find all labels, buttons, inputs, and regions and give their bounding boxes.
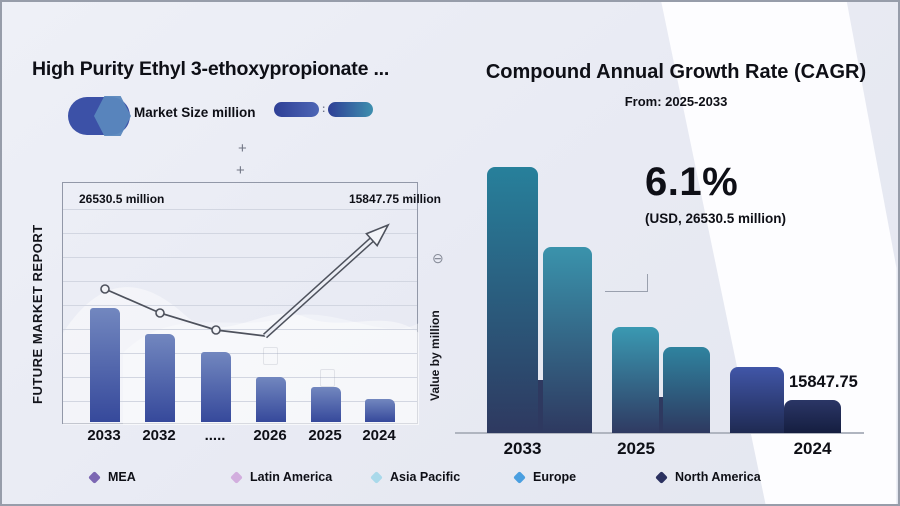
x-label-2024: 2024	[362, 427, 396, 444]
bar-2033-1	[487, 167, 538, 433]
bar-bridge	[538, 380, 543, 433]
bar-2025-1	[612, 327, 659, 433]
bar-2025-2	[663, 347, 710, 433]
cagr-title: Compound Annual Growth Rate (CAGR)	[485, 61, 867, 83]
bar-bridge	[659, 397, 663, 433]
gridline	[63, 305, 417, 306]
region-legend: MEA Latin America Asia Pacific Europe North …	[2, 462, 898, 498]
clipboard-watermark-icon	[263, 347, 278, 365]
bar-group-2024	[730, 142, 841, 433]
legend-label: Latin America	[250, 470, 333, 484]
gridline	[63, 209, 417, 210]
clipboard-watermark-icon	[320, 369, 335, 387]
legend-label: North America	[675, 470, 761, 484]
bar-group-2033	[487, 142, 592, 433]
end-value-label: 15847.75	[789, 373, 858, 391]
gridline	[63, 353, 417, 354]
x-label-2025: 2025	[308, 427, 342, 444]
annotation-top-right: 15847.75 million	[348, 192, 441, 206]
legend-item-mea: MEA	[88, 470, 136, 484]
plus-icon: +	[236, 162, 245, 179]
diamond-icon	[655, 470, 668, 484]
gridline	[63, 257, 417, 258]
ratio-pills-decoration: :	[274, 102, 374, 117]
x-label-2032: 2032	[142, 427, 176, 444]
legend-item-latin-america: Latin America	[230, 470, 333, 484]
bar-2024-1	[730, 367, 784, 433]
legend-item-north-america: North America	[655, 470, 761, 484]
plus-icon: +	[238, 140, 247, 157]
cagr-percentage: 6.1%	[645, 160, 739, 204]
x-label-2025: 2025	[617, 439, 655, 458]
legend-label: Asia Pacific	[390, 470, 461, 484]
step-bracket-decoration	[605, 274, 648, 292]
bar-2026	[256, 377, 286, 422]
x-label-2024: 2024	[793, 439, 832, 458]
legend-label: MEA	[108, 470, 136, 484]
legend-label: Europe	[533, 470, 577, 484]
x-label-.....: .....	[204, 427, 226, 444]
bar-2025	[311, 387, 341, 422]
legend-item-asia-pacific: Asia Pacific	[370, 470, 461, 484]
diamond-icon	[513, 470, 526, 484]
cagr-subtitle: From: 2025-2033	[624, 94, 728, 109]
gridline	[63, 377, 417, 378]
bar-2024	[365, 399, 395, 422]
page-title: High Purity Ethyl 3-ethoxypropionate ...	[32, 58, 390, 80]
legend-item-europe: Europe	[513, 470, 577, 484]
x-label-2033: 2033	[87, 427, 121, 444]
bar-2024-2	[784, 400, 841, 433]
diamond-icon	[88, 470, 101, 484]
gridline	[63, 233, 417, 234]
diamond-icon	[230, 470, 243, 484]
bar-2033-2	[543, 247, 592, 433]
pill-teal-icon	[328, 102, 374, 117]
pill-navy-icon	[274, 102, 319, 117]
x-label-2026: 2026	[253, 427, 287, 444]
minus-circle-icon: ⊖	[432, 250, 444, 266]
market-size-chart: 26530.5 million 15847.75 million	[62, 182, 441, 425]
gridline	[63, 401, 417, 402]
x-axis-line	[455, 432, 864, 434]
bar-group-2025	[612, 142, 710, 433]
diamond-icon	[370, 470, 383, 484]
x-label-2033: 2033	[503, 439, 542, 458]
cagr-chart: 2033 2025 2024 6.1% (USD, 26530.5 million)…	[455, 142, 887, 458]
value-axis-label: Value by million	[428, 310, 442, 402]
bar-2033	[90, 308, 120, 422]
market-size-caption: Market Size million	[134, 105, 256, 120]
future-market-report-watermark: FUTURE MARKET REPORT	[30, 224, 45, 404]
bar-.....	[201, 352, 231, 422]
annotation-top-left: 26530.5 million	[79, 192, 165, 206]
brand-logo-icon	[68, 96, 131, 136]
gridline	[63, 281, 417, 282]
cagr-detail: (USD, 26530.5 million)	[645, 211, 787, 226]
pill-colon: :	[322, 104, 326, 115]
cagr-value-block: 6.1% (USD, 26530.5 million)	[645, 160, 786, 226]
bar-2032	[145, 334, 175, 422]
left-x-axis-labels: 2033 2032..... 2026 2025 2024	[62, 427, 418, 447]
